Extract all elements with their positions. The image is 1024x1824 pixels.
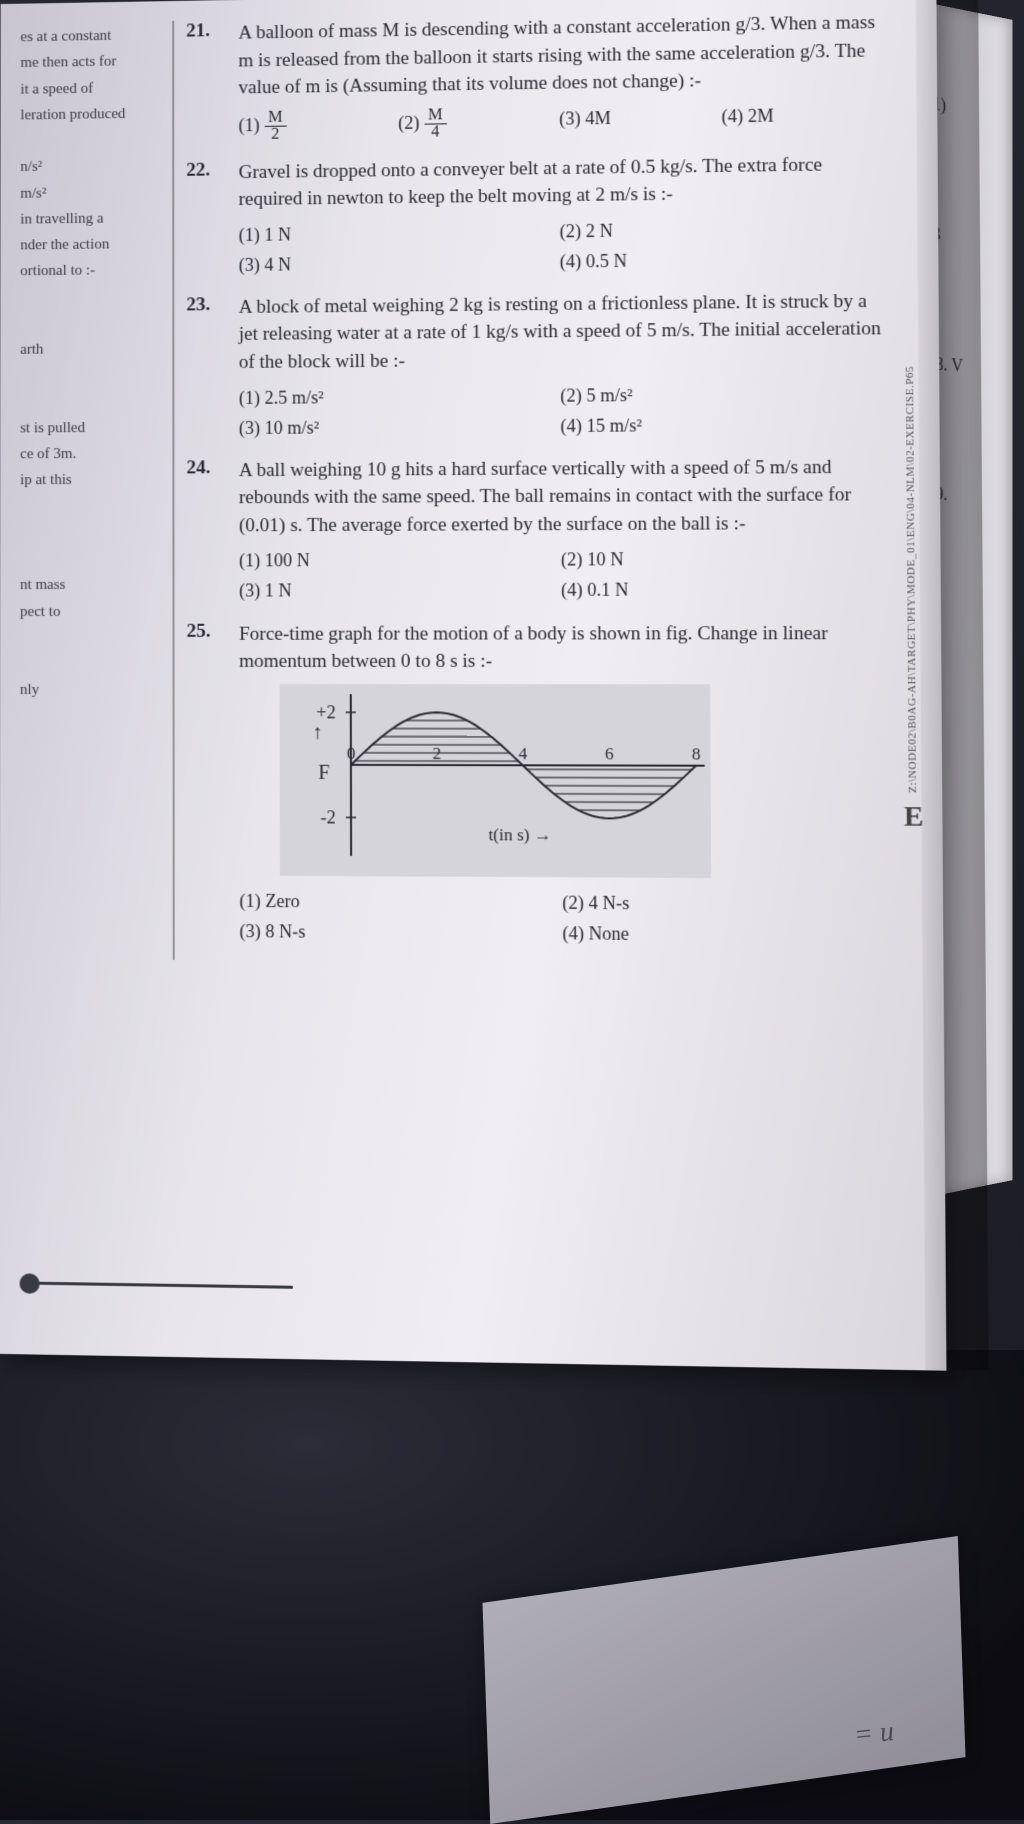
question-text: A ball weighing 10 g hits a hard surface… [239,453,888,540]
question-text: A block of metal weighing 2 kg is restin… [239,287,887,376]
left-fragment [20,628,160,648]
left-fragment: it a speed of [20,77,160,99]
publisher-e-icon: E [904,801,924,834]
left-fragment: nt mass [20,575,160,596]
option: (1) M2 [238,106,398,145]
options-row: (1) Zero(2) 4 N-s(3) 8 N-s(4) None [239,885,891,950]
svg-text:↑: ↑ [312,721,322,743]
left-fragment [20,496,160,517]
question-number: 22. [186,159,224,280]
option: (3) 8 N-s [239,916,562,949]
left-fragment [20,549,160,570]
svg-text:+2: +2 [316,702,335,722]
force-time-graph: +2-2F↑02468t(in s) → [280,684,711,878]
column-divider [172,21,175,960]
option: (1) Zero [239,885,562,917]
left-fragment [20,654,160,674]
question-text: Force-time graph for the motion of a bod… [239,619,889,675]
left-fragment: leration produced [20,103,160,125]
option: (2) 4 N-s [562,887,890,920]
option: (4) 15 m/s² [560,408,887,441]
left-fragment [20,312,160,333]
left-fragment [20,365,160,386]
left-fragment: nder the action [20,234,160,256]
options-row: (1) 100 N(2) 10 N(3) 1 N(4) 0.1 N [239,544,889,607]
textbook-page: es at a constant me then acts for it a spe… [0,0,946,1371]
option: (1) 1 N [239,216,560,250]
option: (4) 2M [721,98,885,138]
svg-text:F: F [318,761,329,783]
footer-bullet-icon [20,1273,40,1294]
left-fragment: pect to [20,601,160,622]
question: 24. A ball weighing 10 g hits a hard surf… [186,453,888,606]
left-fragment [20,286,160,308]
options-row: (1) 1 N(2) 2 N(3) 4 N(4) 0.5 N [239,212,887,280]
left-fragment [20,522,160,543]
left-fragment: n/s² [20,156,160,178]
option: (4) 0.1 N [561,574,889,605]
option: (2) 10 N [561,544,888,576]
footer-rule [30,1282,293,1289]
left-fragment [20,129,160,151]
left-fragment: es at a constant [20,25,160,47]
svg-text:0: 0 [347,743,356,762]
option: (1) 100 N [239,545,561,576]
svg-text:4: 4 [518,744,527,763]
option: (3) 4 N [239,246,560,280]
option: (2) M4 [398,103,559,142]
question: 22. Gravel is dropped onto a conveyer bel… [186,150,886,280]
left-fragment: m/s² [20,182,160,204]
option: (3) 1 N [239,575,561,606]
question-number: 25. [187,620,226,946]
question-body: Force-time graph for the motion of a bod… [239,619,891,950]
question-body: A balloon of mass M is descending with a… [238,9,885,145]
question-number: 23. [186,294,224,443]
svg-text:-2: -2 [320,807,335,827]
handwriting-scribble: = u [853,1716,896,1752]
option: (3) 10 m/s² [239,410,561,442]
left-fragment: ortional to :- [20,260,160,282]
question-text: Gravel is dropped onto a conveyer belt a… [239,150,886,214]
left-fragment [20,391,160,412]
left-column-fragments: es at a constant me then acts for it a spe… [20,21,161,960]
left-fragment: ce of 3m. [20,444,160,465]
svg-text:t(in s) →: t(in s) → [488,825,551,845]
question: 21. A balloon of mass M is descending wit… [186,9,885,146]
options-row: (1) 2.5 m/s²(2) 5 m/s²(3) 10 m/s²(4) 15 … [239,378,888,443]
svg-text:6: 6 [605,744,614,763]
question-body: Gravel is dropped onto a conveyer belt a… [239,150,887,280]
left-fragment: arth [20,339,160,360]
option: (4) None [562,918,891,951]
left-fragment: st is pulled [20,417,160,438]
question-body: A ball weighing 10 g hits a hard surface… [239,453,889,606]
option: (2) 5 m/s² [560,378,887,411]
option: (1) 2.5 m/s² [239,380,561,413]
left-fragment: in travelling a [20,208,160,230]
question: 25. Force-time graph for the motion of a … [187,619,891,950]
question-number: 24. [186,457,224,606]
left-fragment: ip at this [20,470,160,491]
file-path-sidebar: Z:\NODE02\B0AG-AH\TARGET\PHY\MODE_01\ENG… [903,241,919,792]
main-questions-column: 21. A balloon of mass M is descending wit… [186,9,891,965]
options-row: (1) M2(2) M4(3) 4M(4) 2M [238,98,885,144]
svg-text:8: 8 [692,744,701,763]
left-fragment: nly [20,680,161,700]
question: 23. A block of metal weighing 2 kg is res… [186,287,887,443]
option: (3) 4M [559,101,722,141]
option: (2) 2 N [560,212,887,246]
left-fragment: me then acts for [20,51,160,73]
question-number: 21. [186,20,224,146]
option: (4) 0.5 N [560,243,887,277]
question-text: A balloon of mass M is descending with a… [238,9,885,102]
question-body: A block of metal weighing 2 kg is restin… [239,287,888,442]
graph-svg: +2-2F↑02468t(in s) → [280,684,711,878]
